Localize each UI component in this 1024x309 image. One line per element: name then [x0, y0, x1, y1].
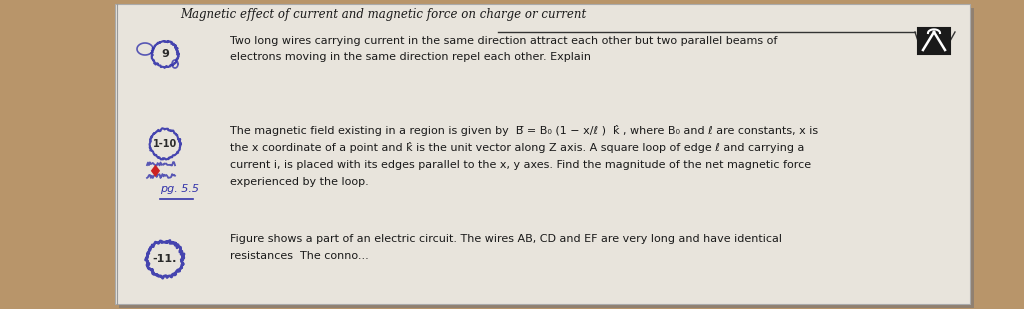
Text: -11.: -11.	[153, 254, 177, 264]
Text: current i, is placed with its edges parallel to the x, y axes. Find the magnitud: current i, is placed with its edges para…	[230, 160, 811, 170]
Text: The magnetic field existing in a region is given by  B̅ = B₀ (1 − x/ℓ )  k̂ , wh: The magnetic field existing in a region …	[230, 125, 818, 136]
Text: pg. 5.5: pg. 5.5	[160, 184, 199, 194]
Text: Magnetic effect of current and magnetic force on charge or current: Magnetic effect of current and magnetic …	[180, 8, 587, 21]
Text: ♦: ♦	[147, 163, 163, 181]
Text: resistances  The conno...: resistances The conno...	[230, 251, 369, 261]
Text: electrons moving in the same direction repel each other. Explain: electrons moving in the same direction r…	[230, 52, 591, 62]
FancyBboxPatch shape	[119, 8, 974, 308]
Text: 9: 9	[161, 49, 169, 59]
Text: experienced by the loop.: experienced by the loop.	[230, 177, 369, 187]
FancyBboxPatch shape	[918, 28, 950, 54]
Text: the x coordinate of a point and k̂ is the unit vector along Z axis. A square loo: the x coordinate of a point and k̂ is th…	[230, 142, 805, 153]
Text: Two long wires carrying current in the same direction attract each other but two: Two long wires carrying current in the s…	[230, 36, 777, 46]
FancyBboxPatch shape	[115, 4, 970, 304]
Text: 1-10: 1-10	[153, 139, 177, 149]
Text: Figure shows a part of an electric circuit. The wires AB, CD and EF are very lon: Figure shows a part of an electric circu…	[230, 234, 782, 244]
